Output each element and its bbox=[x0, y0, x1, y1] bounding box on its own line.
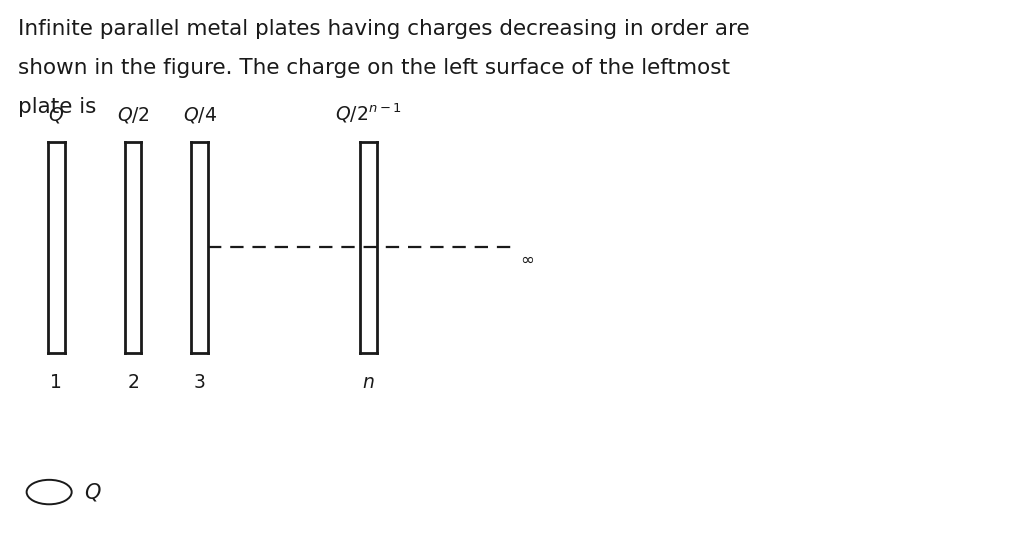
Text: $Q/4$: $Q/4$ bbox=[182, 105, 217, 125]
Text: 3: 3 bbox=[194, 373, 206, 391]
Text: 2: 2 bbox=[127, 373, 139, 391]
Text: Infinite parallel metal plates having charges decreasing in order are: Infinite parallel metal plates having ch… bbox=[18, 19, 750, 39]
Text: shown in the figure. The charge on the left surface of the leftmost: shown in the figure. The charge on the l… bbox=[18, 58, 730, 78]
Text: $n$: $n$ bbox=[362, 373, 375, 391]
Text: plate is: plate is bbox=[18, 97, 97, 117]
Text: $Q/2^{n-1}$: $Q/2^{n-1}$ bbox=[335, 102, 402, 125]
Text: $Q/2$: $Q/2$ bbox=[117, 105, 150, 125]
Text: $\infty$: $\infty$ bbox=[520, 250, 535, 267]
Text: $Q$: $Q$ bbox=[84, 481, 101, 503]
Text: 1: 1 bbox=[50, 373, 62, 391]
Text: $Q$: $Q$ bbox=[48, 105, 65, 125]
